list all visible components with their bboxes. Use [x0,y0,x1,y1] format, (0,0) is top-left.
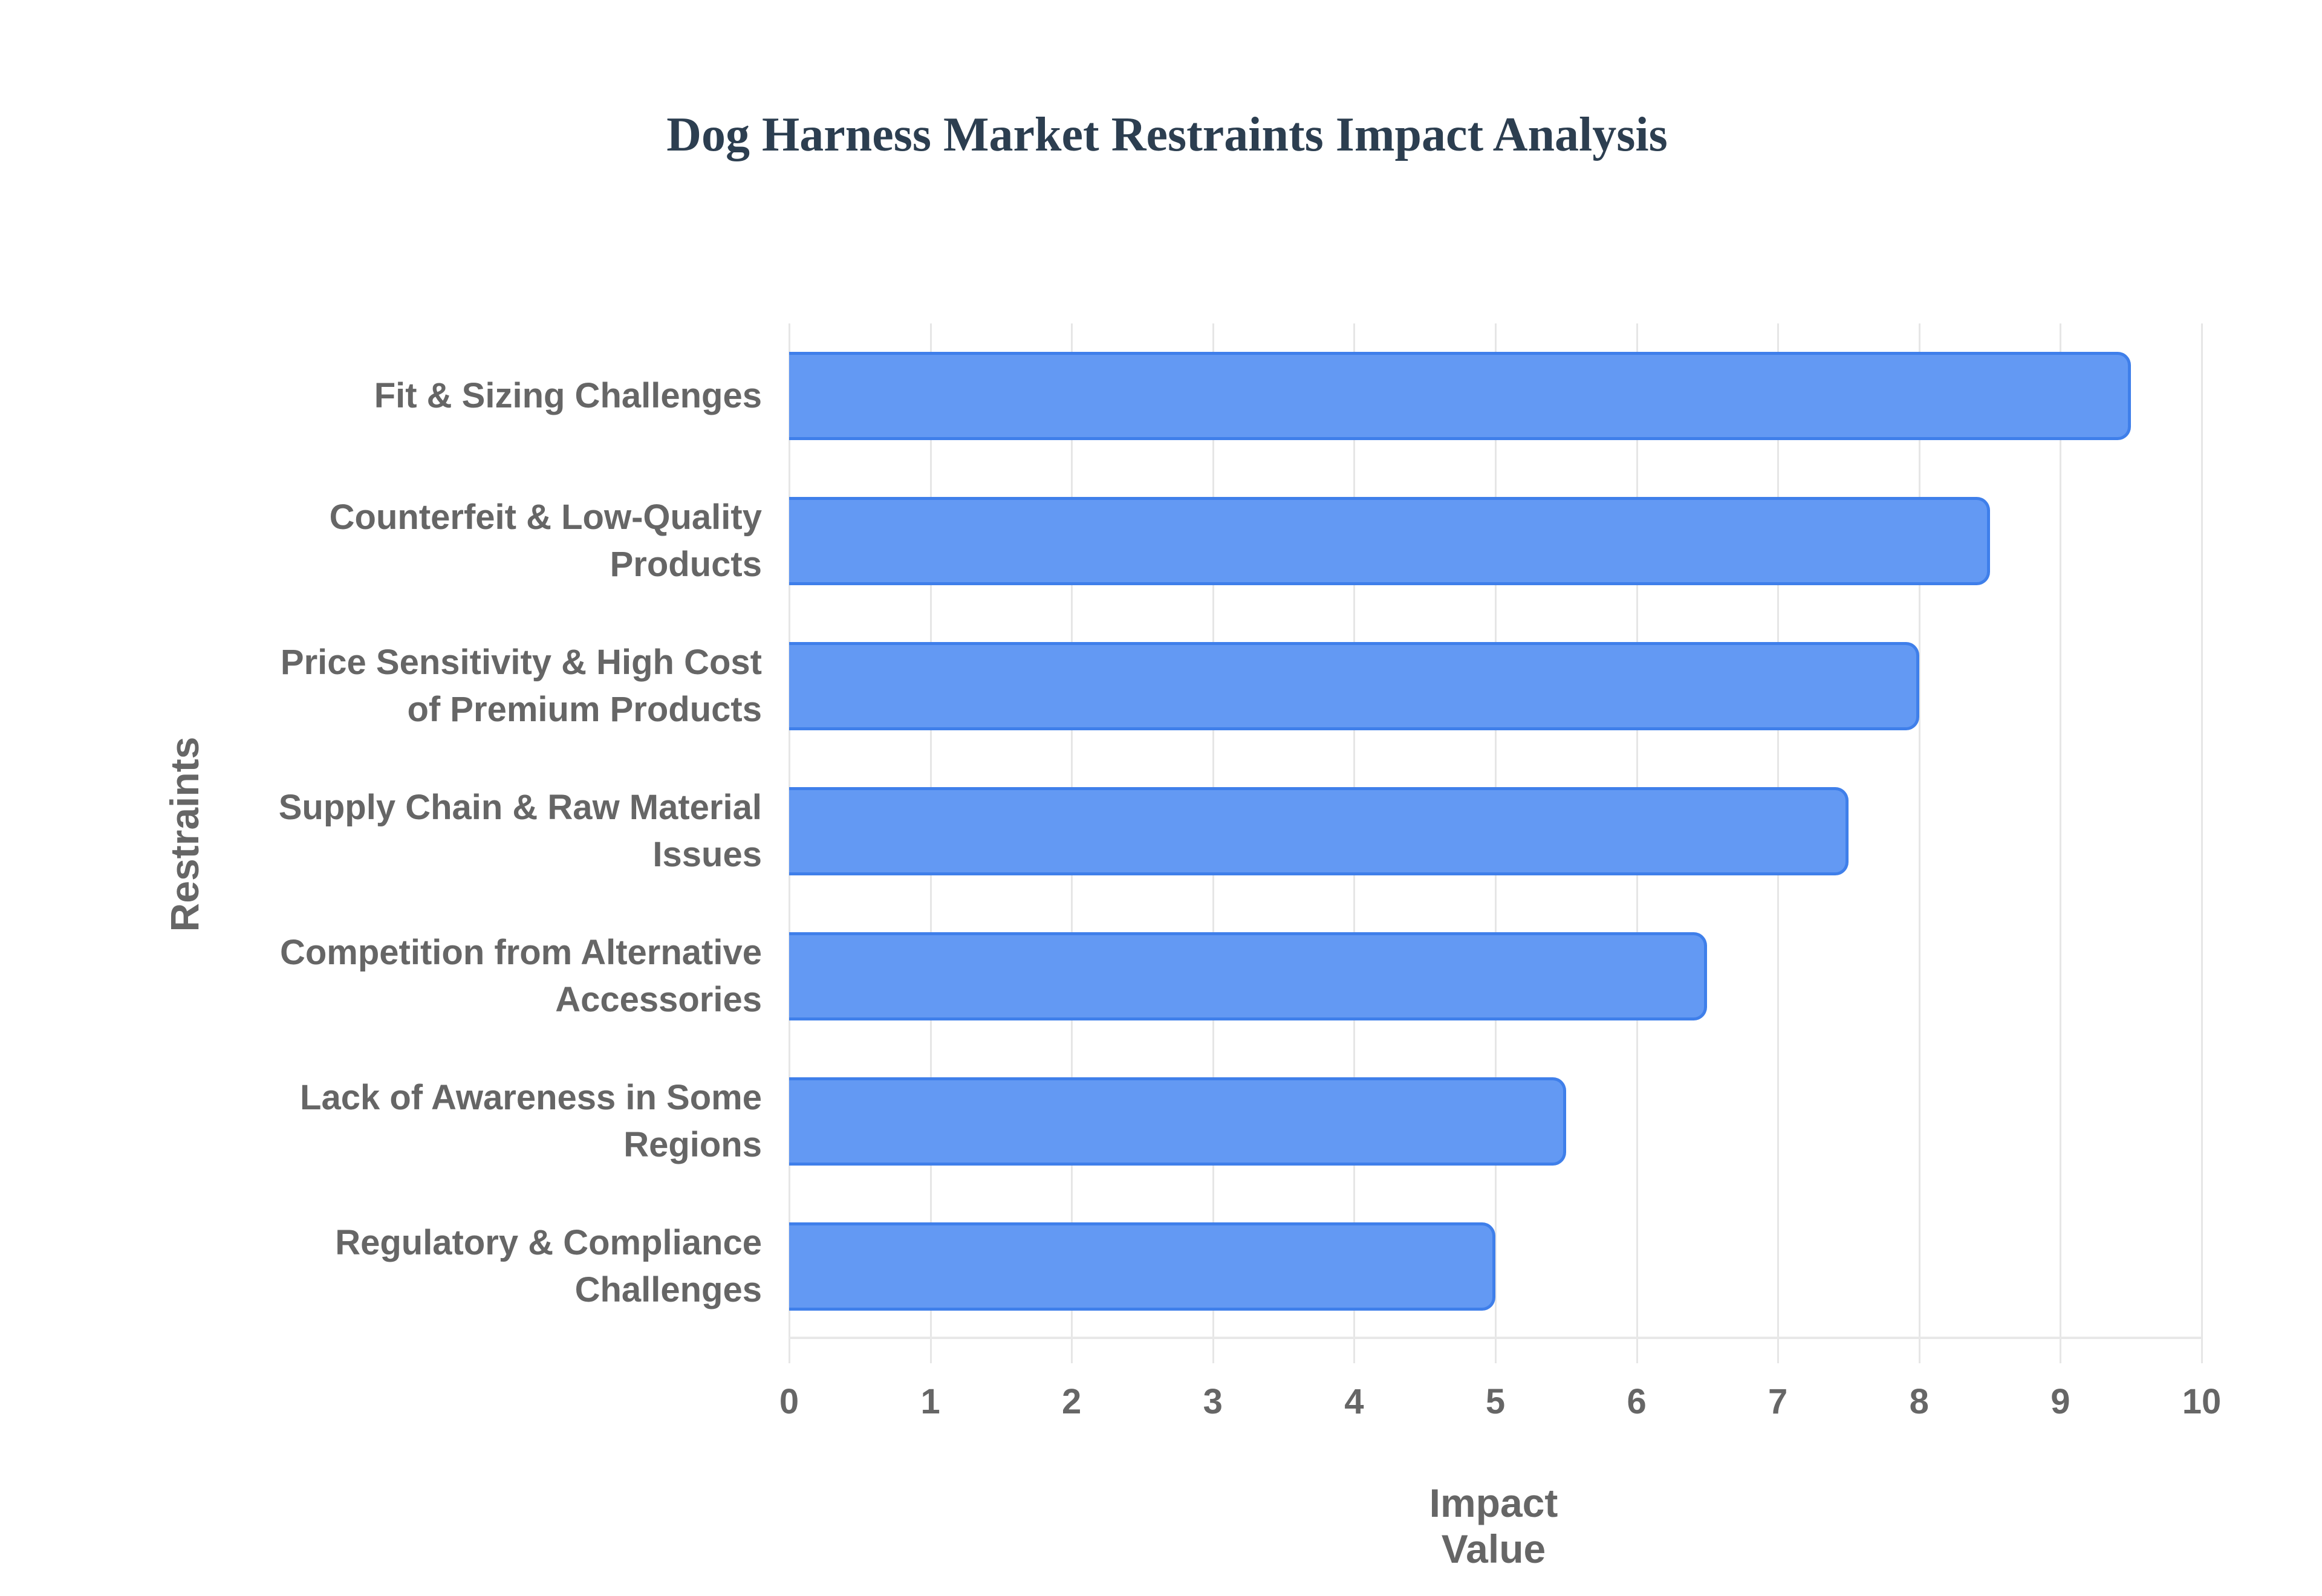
bar [789,787,1849,875]
x-axis-title: Impact Value [1429,1481,1558,1571]
bar [789,932,1708,1020]
x-tick-label: 6 [1627,1382,1647,1421]
y-category-label: Supply Chain & Raw Material Issues [278,788,762,874]
y-category-label: Lack of Awareness in Some Regions [300,1078,762,1164]
x-tick-label: 4 [1344,1382,1364,1421]
plot-area [789,323,2203,1363]
y-category-label: Regulatory & Compliance Challenges [335,1223,762,1309]
x-tick-label: 10 [2182,1382,2222,1421]
y-category-label: Price Sensitivity & High Cost of Premium … [280,643,762,729]
gridline [1918,323,1920,1363]
y-category-label: Counterfeit & Low-Quality Products [329,498,762,584]
x-axis-line [789,1337,2202,1339]
y-category-label: Fit & Sizing Challenges [374,376,762,415]
gridline [2201,323,2203,1363]
x-tick-label: 8 [1909,1382,1929,1421]
y-category-label: Competition from Alternative Accessories [279,933,762,1019]
x-tick-label: 9 [2050,1382,2070,1421]
x-tick-label: 1 [920,1382,940,1421]
bar [789,497,1990,585]
x-tick-label: 5 [1485,1382,1506,1421]
bar [789,352,2132,440]
chart-title: Dog Harness Market Restraints Impact Ana… [666,108,1668,161]
bar [789,1077,1566,1166]
bar [789,642,1919,730]
y-axis-title: Restraints [162,736,207,932]
gridline [2060,323,2062,1363]
x-tick-label: 0 [779,1382,799,1421]
x-tick-label: 2 [1062,1382,1082,1421]
x-tick-label: 7 [1768,1382,1788,1421]
bar [789,1222,1495,1311]
x-tick-label: 3 [1203,1382,1223,1421]
